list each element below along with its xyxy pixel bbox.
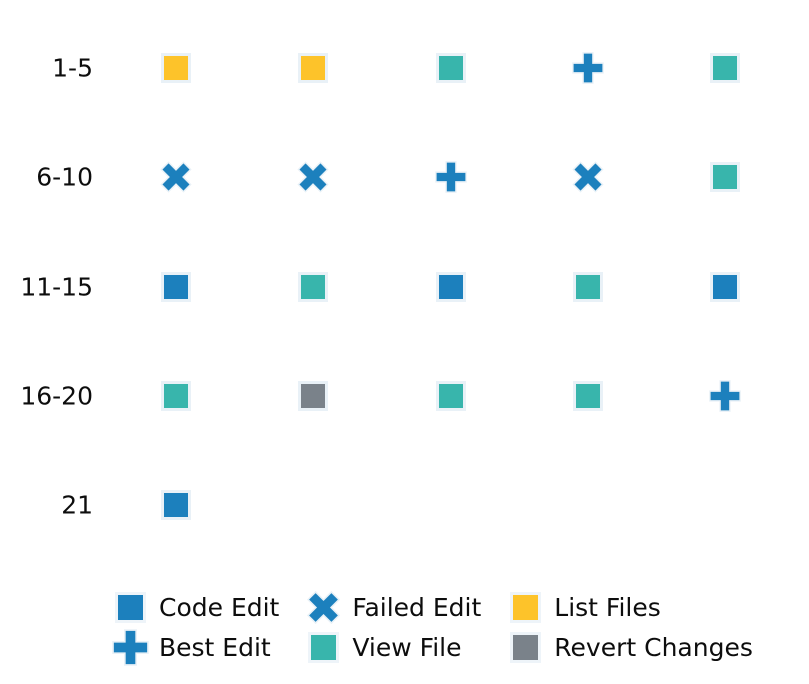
square-glyph [713,56,737,80]
marker-view-file [301,274,326,299]
legend-item-code-edit: Code Edit [111,587,279,627]
marker-failed-edit [297,161,330,194]
legend-marker-best-edit [111,627,149,667]
marker-list-files [301,56,326,80]
legend-label-view-file: View File [352,632,462,662]
square-glyph [164,493,188,517]
legend-marker-failed-edit [304,587,342,627]
square-glyph [575,274,600,299]
legend-item-view-file: View File [304,627,481,667]
marker-view-file [438,383,463,408]
marker-list-files [164,56,188,80]
legend-item-revert-changes: Revert Changes [506,627,753,667]
plus-glyph [434,161,467,194]
marker-failed-edit [160,161,193,194]
plus-glyph [709,379,741,412]
marker-code-edit [713,274,737,299]
legend-marker-revert-changes [506,627,544,667]
legend-item-list-files: List Files [506,587,753,627]
square-glyph [301,56,326,80]
square-glyph [438,274,463,299]
legend-item-best-edit: Best Edit [111,627,279,667]
marker-best-edit [571,52,604,84]
square-glyph [713,274,737,299]
legend-item-failed-edit: Failed Edit [304,587,481,627]
row-label-6-10: 6-10 [36,162,93,192]
marker-view-file [575,383,600,408]
marker-view-file [713,165,737,190]
marker-revert-changes [301,383,326,408]
row-label-21: 21 [61,490,93,520]
square-glyph [438,383,463,408]
row-label-1-5: 1-5 [52,53,93,83]
square-glyph [438,56,463,80]
square-glyph [301,274,326,299]
square-glyph [512,594,538,620]
legend-label-best-edit: Best Edit [159,632,271,662]
legend-marker-list-files [506,587,544,627]
row-label-16-20: 16-20 [20,381,93,411]
legend-marker-code-edit [111,587,149,627]
legend: Code Edit Failed Edit List Files Best Edit V… [111,587,753,667]
marker-code-edit [164,493,188,517]
plus-glyph [111,628,149,666]
square-glyph [713,165,737,190]
marker-view-file [713,56,737,80]
square-glyph [301,383,326,408]
legend-label-list-files: List Files [554,592,661,622]
marker-view-file [438,56,463,80]
marker-failed-edit [571,161,604,194]
marker-code-edit [438,274,463,299]
x-glyph [572,161,604,193]
legend-marker-view-file [304,627,342,667]
square-glyph [310,634,336,660]
square-glyph [117,594,143,620]
square-glyph [164,383,188,408]
marker-best-edit [434,161,467,194]
marker-best-edit [709,379,741,412]
x-glyph [160,161,192,193]
square-glyph [164,56,188,80]
legend-label-revert-changes: Revert Changes [554,632,753,662]
square-glyph [512,634,538,660]
plus-glyph [571,52,604,84]
legend-label-code-edit: Code Edit [159,592,280,622]
marker-code-edit [164,274,188,299]
x-glyph [297,161,329,193]
square-glyph [164,274,188,299]
row-label-11-15: 11-15 [20,272,93,301]
square-glyph [575,383,600,408]
x-glyph [306,590,340,624]
marker-view-file [164,383,188,408]
marker-view-file [575,274,600,299]
legend-label-failed-edit: Failed Edit [352,592,482,622]
